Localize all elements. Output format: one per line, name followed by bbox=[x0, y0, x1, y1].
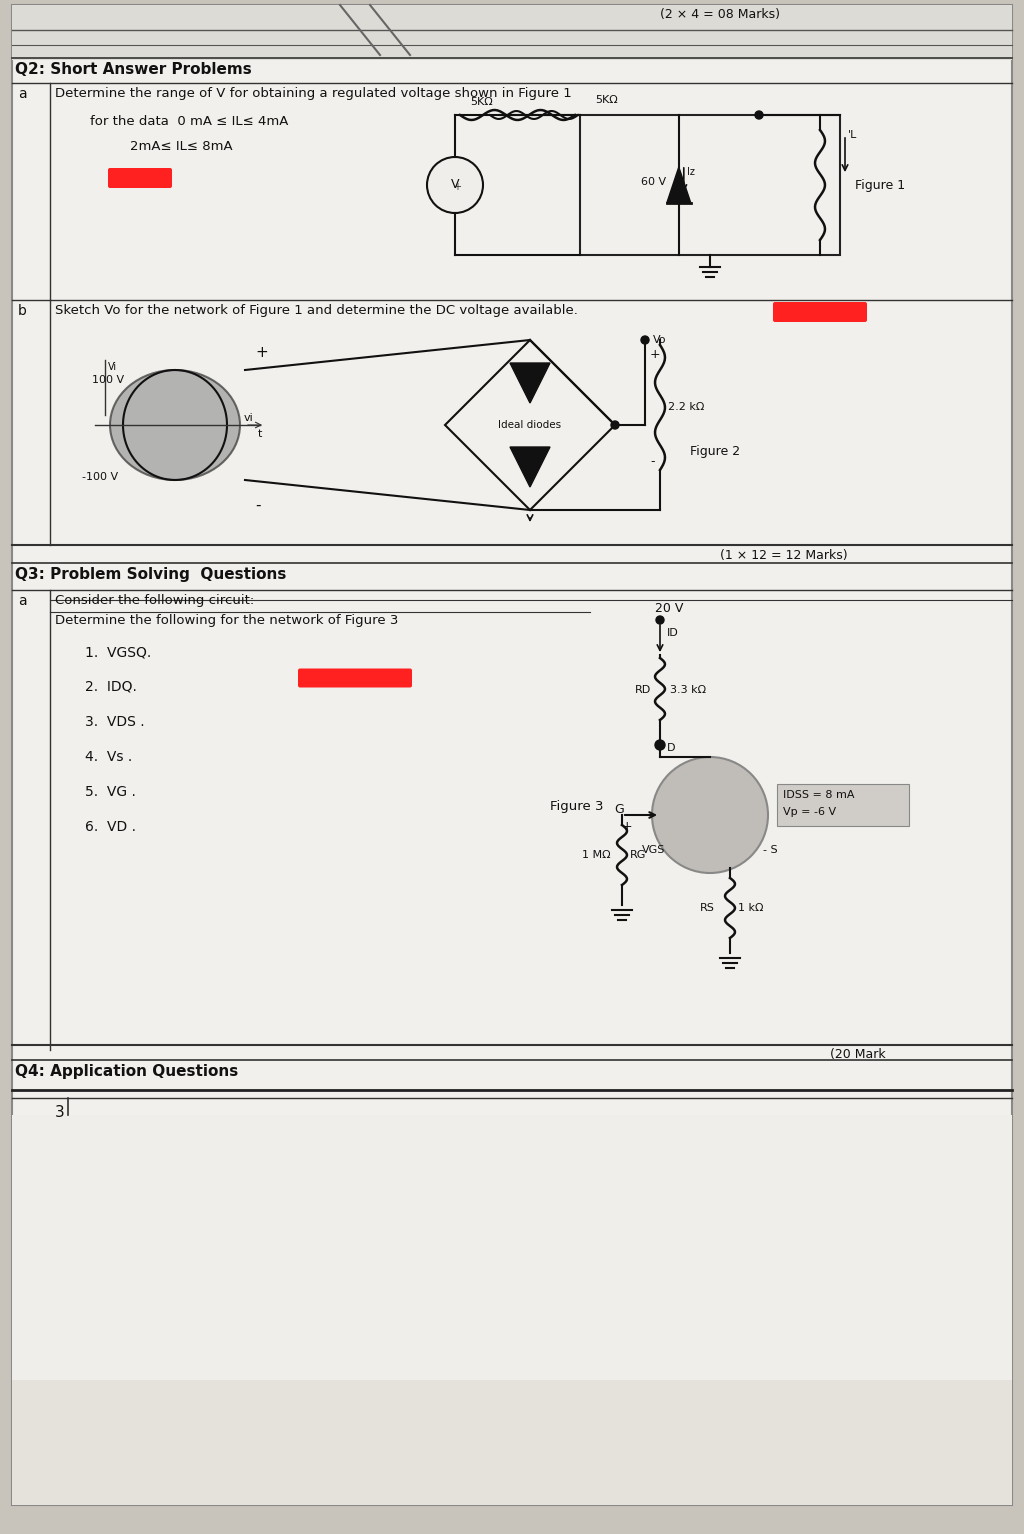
Text: 6.  VD .: 6. VD . bbox=[85, 821, 136, 834]
Text: Vp = -6 V: Vp = -6 V bbox=[783, 807, 837, 818]
Text: 2mA≤ IL≤ 8mA: 2mA≤ IL≤ 8mA bbox=[130, 140, 232, 153]
Text: a: a bbox=[18, 594, 27, 607]
Text: Q3: Problem Solving  Questions: Q3: Problem Solving Questions bbox=[15, 568, 287, 581]
Circle shape bbox=[611, 420, 618, 430]
Circle shape bbox=[641, 336, 649, 344]
Text: a: a bbox=[18, 87, 27, 101]
Text: 1 MΩ: 1 MΩ bbox=[582, 850, 610, 861]
Text: 2.  IDQ.: 2. IDQ. bbox=[85, 680, 137, 693]
Text: IDSS = 8 mA: IDSS = 8 mA bbox=[783, 790, 854, 801]
Text: Q2: Short Answer Problems: Q2: Short Answer Problems bbox=[15, 61, 252, 77]
Text: 2.2 kΩ: 2.2 kΩ bbox=[668, 402, 705, 413]
Text: 5KΩ: 5KΩ bbox=[595, 95, 617, 104]
Text: for the data  0 mA ≤ IL≤ 4mA: for the data 0 mA ≤ IL≤ 4mA bbox=[90, 115, 289, 127]
Text: 100 V: 100 V bbox=[92, 374, 124, 385]
Text: Figure 1: Figure 1 bbox=[855, 178, 905, 192]
Text: 1.  VGSQ.: 1. VGSQ. bbox=[85, 644, 152, 660]
Text: 3.3 kΩ: 3.3 kΩ bbox=[670, 686, 707, 695]
Circle shape bbox=[656, 617, 664, 624]
Circle shape bbox=[655, 739, 665, 750]
Text: -: - bbox=[255, 499, 260, 512]
Text: Vi: Vi bbox=[108, 362, 117, 373]
Text: (20 Mark: (20 Mark bbox=[830, 1048, 886, 1062]
Text: VGS: VGS bbox=[642, 845, 666, 854]
Circle shape bbox=[755, 110, 763, 120]
Text: V: V bbox=[451, 178, 459, 192]
Circle shape bbox=[652, 756, 768, 873]
Text: RS: RS bbox=[700, 904, 715, 913]
Text: Sketch Vo for the network of Figure 1 and determine the DC voltage available.: Sketch Vo for the network of Figure 1 an… bbox=[55, 304, 578, 318]
Text: b: b bbox=[18, 304, 27, 318]
Text: D: D bbox=[667, 742, 676, 753]
Text: +: + bbox=[622, 821, 633, 833]
FancyBboxPatch shape bbox=[298, 669, 412, 687]
Text: 3.  VDS .: 3. VDS . bbox=[85, 715, 144, 729]
Text: Determine the following for the network of Figure 3: Determine the following for the network … bbox=[55, 614, 398, 627]
Text: G: G bbox=[614, 802, 624, 816]
Bar bbox=[12, 1381, 1012, 1505]
Text: - S: - S bbox=[763, 845, 777, 854]
Text: (1 × 12 = 12 Marks): (1 × 12 = 12 Marks) bbox=[720, 549, 848, 561]
Text: Determine the range of V for obtaining a regulated voltage shown in Figure 1: Determine the range of V for obtaining a… bbox=[55, 87, 571, 100]
Text: Ideal diodes: Ideal diodes bbox=[499, 420, 561, 430]
Text: RD: RD bbox=[635, 686, 651, 695]
Text: 20 V: 20 V bbox=[655, 601, 683, 615]
Text: Iz: Iz bbox=[687, 167, 694, 176]
Bar bbox=[580, 115, 840, 255]
Text: vi: vi bbox=[244, 413, 254, 423]
Text: 3: 3 bbox=[55, 1104, 65, 1120]
Text: 1 kΩ: 1 kΩ bbox=[738, 904, 764, 913]
Bar bbox=[12, 1115, 1012, 1465]
Text: -100 V: -100 V bbox=[82, 472, 118, 482]
Text: +: + bbox=[255, 345, 267, 360]
Text: 60 V: 60 V bbox=[641, 176, 666, 187]
FancyBboxPatch shape bbox=[777, 784, 909, 825]
Text: RG: RG bbox=[630, 850, 646, 861]
Text: 5.  VG .: 5. VG . bbox=[85, 785, 136, 799]
Text: (2 × 4 = 08 Marks): (2 × 4 = 08 Marks) bbox=[660, 8, 780, 21]
Text: ID: ID bbox=[667, 627, 679, 638]
Polygon shape bbox=[667, 167, 691, 202]
Bar bbox=[12, 5, 1012, 60]
Text: 4.  Vs .: 4. Vs . bbox=[85, 750, 132, 764]
Text: Vo: Vo bbox=[653, 334, 667, 345]
Ellipse shape bbox=[110, 370, 240, 480]
Text: +: + bbox=[650, 348, 660, 360]
Polygon shape bbox=[510, 364, 550, 403]
Circle shape bbox=[427, 156, 483, 213]
Polygon shape bbox=[510, 446, 550, 486]
Text: +: + bbox=[453, 183, 461, 192]
Text: Q4: Application Questions: Q4: Application Questions bbox=[15, 1065, 239, 1078]
Text: -: - bbox=[650, 456, 654, 468]
FancyBboxPatch shape bbox=[773, 302, 867, 322]
Text: Figure 3: Figure 3 bbox=[550, 801, 603, 813]
Text: 'L: 'L bbox=[848, 130, 857, 140]
FancyBboxPatch shape bbox=[108, 169, 172, 189]
Text: t: t bbox=[258, 430, 262, 439]
Text: Figure 2: Figure 2 bbox=[690, 445, 740, 459]
Text: 5KΩ: 5KΩ bbox=[470, 97, 493, 107]
Text: Consider the following circuit:: Consider the following circuit: bbox=[55, 594, 254, 607]
